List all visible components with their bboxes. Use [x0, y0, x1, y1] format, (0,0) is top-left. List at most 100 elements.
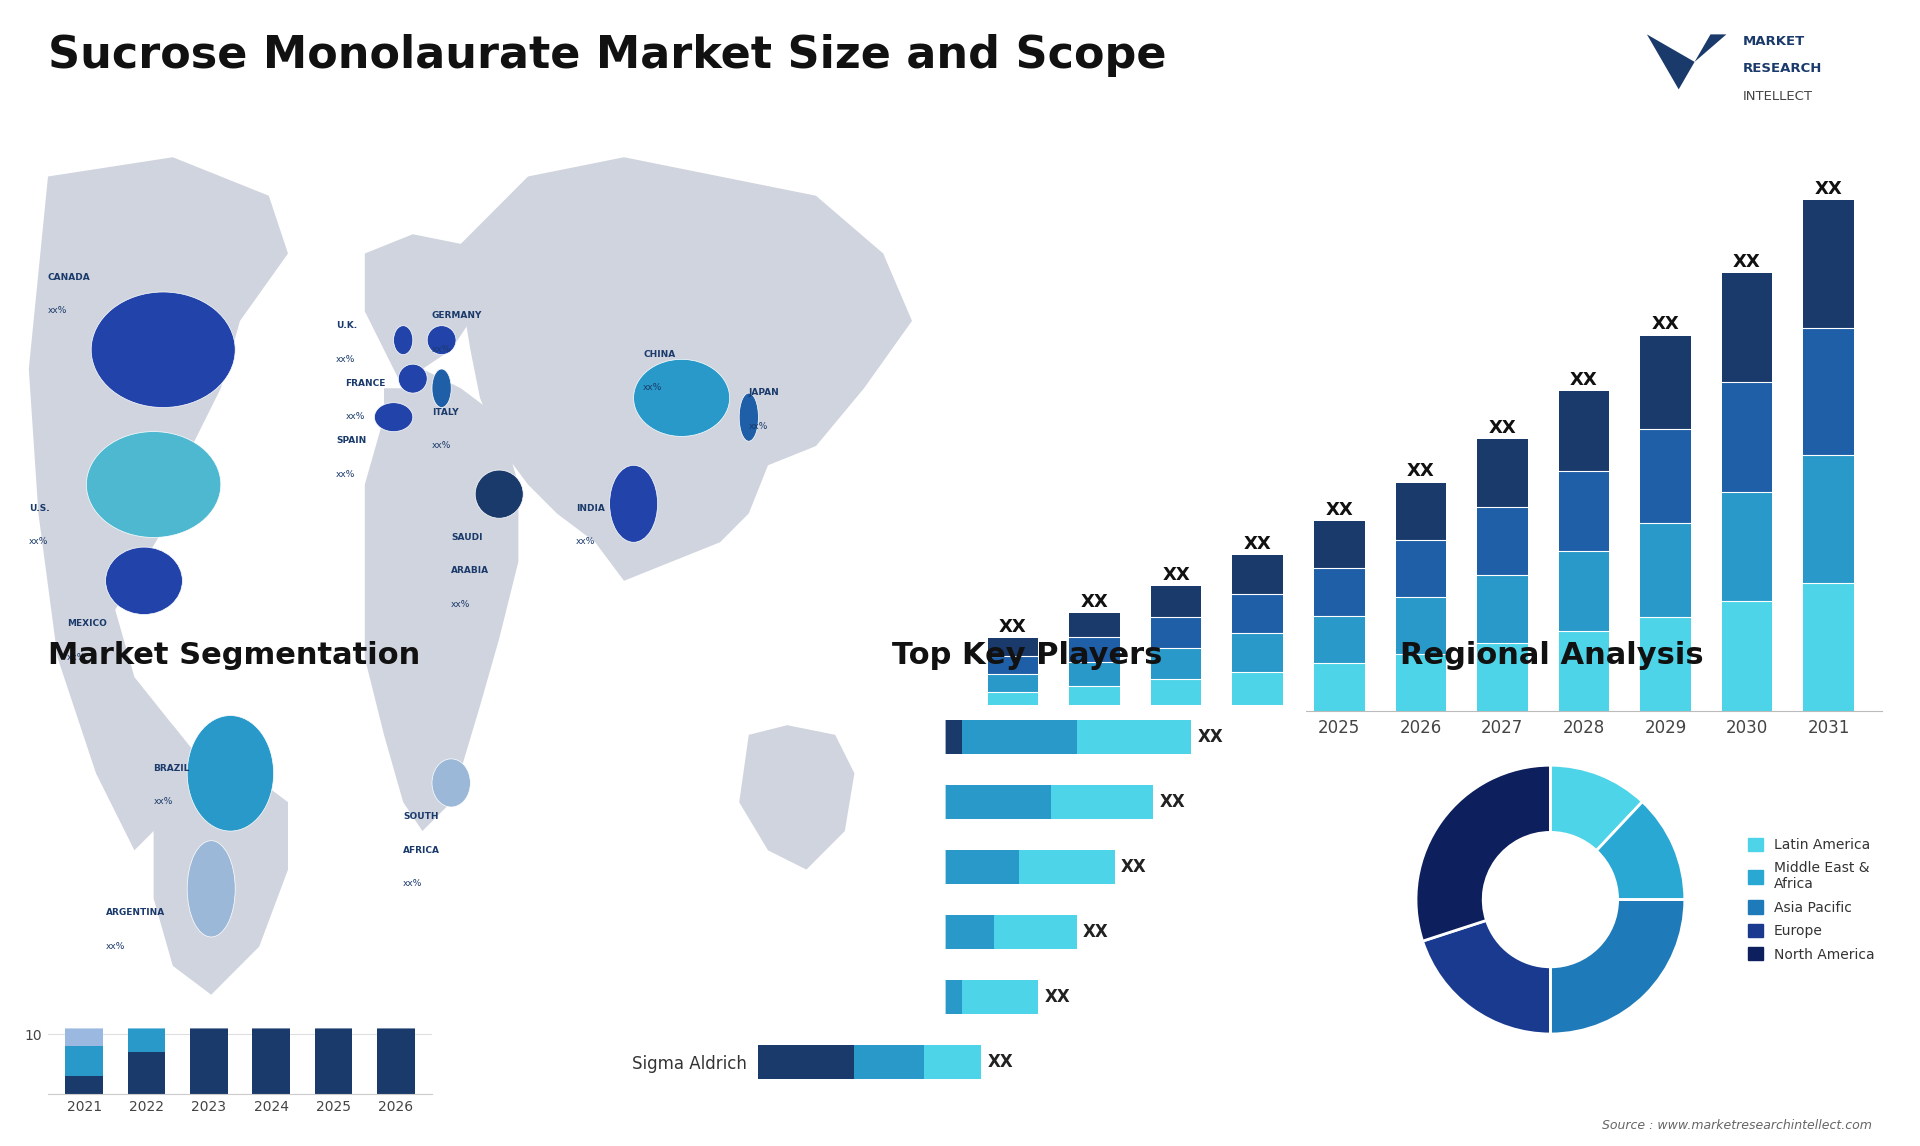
Text: XX: XX — [1121, 858, 1146, 877]
Bar — [937, 785, 1050, 819]
Text: FRANCE: FRANCE — [346, 378, 386, 387]
Text: AFRICA: AFRICA — [403, 846, 440, 855]
Text: XX: XX — [1814, 180, 1843, 198]
Wedge shape — [1596, 802, 1686, 900]
Bar — [252, 903, 290, 987]
Bar — [1803, 201, 1855, 328]
Bar — [918, 850, 1020, 884]
Bar — [1803, 583, 1855, 711]
Bar — [899, 916, 995, 949]
Ellipse shape — [611, 465, 657, 542]
Text: xx%: xx% — [29, 537, 48, 547]
Ellipse shape — [399, 364, 428, 393]
Text: xx%: xx% — [576, 537, 595, 547]
Bar — [1640, 336, 1692, 430]
Text: XX: XX — [1651, 315, 1680, 333]
Bar — [129, 1052, 165, 1094]
Polygon shape — [29, 157, 288, 850]
Bar — [1396, 597, 1446, 653]
Text: XX: XX — [1488, 419, 1517, 437]
Text: xx%: xx% — [154, 798, 173, 807]
Bar — [987, 638, 1039, 657]
Bar — [987, 674, 1039, 692]
Text: Sucrose Monolaurate Market Size and Scope: Sucrose Monolaurate Market Size and Scop… — [48, 34, 1167, 78]
Text: XX: XX — [998, 618, 1027, 636]
Text: XX: XX — [1081, 592, 1108, 611]
Bar — [1233, 672, 1283, 711]
Ellipse shape — [634, 360, 730, 437]
Text: XX: XX — [1325, 501, 1354, 519]
Wedge shape — [1549, 766, 1642, 850]
Bar — [190, 944, 228, 1005]
Bar — [1077, 721, 1190, 754]
Text: MEXICO: MEXICO — [67, 619, 108, 628]
Text: U.S.: U.S. — [29, 504, 50, 512]
Bar — [1233, 555, 1283, 594]
Text: xx%: xx% — [346, 413, 365, 422]
Polygon shape — [1678, 34, 1711, 89]
Bar — [1069, 661, 1119, 686]
Bar — [1233, 594, 1283, 633]
Bar — [1069, 637, 1119, 661]
Text: XX: XX — [1244, 535, 1271, 552]
Bar — [879, 980, 962, 1014]
Text: INTELLECT: INTELLECT — [1741, 89, 1812, 103]
Text: GERMANY: GERMANY — [432, 312, 482, 320]
Bar — [1313, 615, 1365, 664]
Bar — [376, 813, 415, 950]
Ellipse shape — [92, 292, 236, 408]
Text: XX: XX — [1198, 728, 1223, 746]
Bar — [1559, 550, 1609, 630]
Bar — [1722, 601, 1772, 711]
Text: xx%: xx% — [749, 422, 768, 431]
Bar — [758, 916, 899, 949]
Polygon shape — [365, 369, 518, 831]
Bar — [1150, 680, 1202, 711]
Bar — [1803, 455, 1855, 583]
Bar — [987, 657, 1039, 674]
Wedge shape — [1549, 900, 1686, 1034]
Bar — [315, 963, 351, 1094]
Bar — [1150, 586, 1202, 618]
Bar — [1233, 633, 1283, 672]
Text: SPAIN: SPAIN — [336, 437, 367, 446]
Bar — [1640, 617, 1692, 711]
Text: RESEARCH: RESEARCH — [1741, 62, 1822, 76]
Bar — [758, 850, 918, 884]
Text: ARGENTINA: ARGENTINA — [106, 908, 165, 917]
Polygon shape — [739, 725, 854, 870]
Text: xx%: xx% — [336, 470, 355, 479]
Bar — [758, 721, 962, 754]
Bar — [1313, 664, 1365, 711]
Text: BRAZIL: BRAZIL — [154, 763, 190, 772]
Bar — [1640, 523, 1692, 617]
Ellipse shape — [186, 715, 273, 831]
Polygon shape — [461, 157, 912, 581]
FancyBboxPatch shape — [4, 113, 945, 1028]
Polygon shape — [1695, 34, 1726, 62]
Legend: Latin America, Middle East &
Africa, Asia Pacific, Europe, North America: Latin America, Middle East & Africa, Asi… — [1741, 832, 1880, 967]
Wedge shape — [1423, 920, 1549, 1034]
Ellipse shape — [374, 402, 413, 432]
Bar — [129, 1005, 165, 1052]
Bar — [1150, 649, 1202, 680]
Bar — [1559, 391, 1609, 471]
Text: SAUDI: SAUDI — [451, 533, 482, 542]
Text: XX: XX — [1734, 252, 1761, 270]
Bar — [1396, 540, 1446, 597]
Bar — [987, 692, 1039, 711]
Text: xx%: xx% — [432, 441, 451, 450]
Bar — [190, 915, 228, 944]
Polygon shape — [365, 234, 480, 388]
Bar — [1722, 382, 1772, 492]
Bar — [1559, 471, 1609, 550]
Bar — [1803, 328, 1855, 455]
Bar — [962, 980, 1039, 1014]
Text: Top Key Players: Top Key Players — [893, 642, 1162, 670]
Bar — [1313, 521, 1365, 568]
Ellipse shape — [394, 325, 413, 354]
Ellipse shape — [428, 325, 457, 354]
Text: U.K.: U.K. — [336, 321, 357, 330]
Bar — [1069, 686, 1119, 711]
Text: MARKET: MARKET — [1741, 34, 1805, 48]
